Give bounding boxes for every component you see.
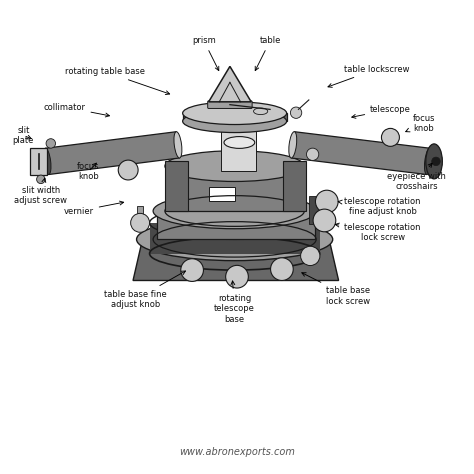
Text: telescope rotation
fine adjust knob: telescope rotation fine adjust knob	[338, 197, 421, 216]
Text: slit
plate: slit plate	[13, 126, 34, 145]
Ellipse shape	[182, 110, 287, 133]
Text: telescope: telescope	[352, 105, 411, 118]
Text: table lockscrew: table lockscrew	[328, 65, 409, 87]
Circle shape	[181, 259, 203, 282]
Text: telescope rotation
lock screw: telescope rotation lock screw	[335, 223, 421, 242]
Text: prism: prism	[192, 36, 219, 71]
Polygon shape	[133, 239, 338, 281]
Text: www.abronexports.com: www.abronexports.com	[179, 447, 295, 457]
Circle shape	[316, 190, 338, 213]
Circle shape	[226, 265, 248, 288]
Polygon shape	[221, 124, 256, 171]
Polygon shape	[168, 166, 303, 211]
Ellipse shape	[153, 193, 316, 229]
Ellipse shape	[254, 108, 268, 115]
Circle shape	[131, 213, 150, 232]
Ellipse shape	[224, 137, 255, 148]
Polygon shape	[46, 132, 180, 174]
Bar	[209, 187, 235, 201]
Circle shape	[36, 175, 45, 183]
Polygon shape	[182, 113, 287, 121]
Polygon shape	[291, 132, 430, 174]
Ellipse shape	[118, 160, 138, 180]
Polygon shape	[283, 161, 307, 211]
Polygon shape	[156, 211, 315, 239]
Text: table base
lock screw: table base lock screw	[302, 273, 370, 306]
Bar	[137, 206, 143, 223]
Text: eyepiece with
crosshairs: eyepiece with crosshairs	[387, 164, 446, 191]
Circle shape	[291, 107, 302, 118]
Text: table base fine
adjust knob: table base fine adjust knob	[104, 271, 185, 309]
Ellipse shape	[43, 148, 51, 174]
Polygon shape	[209, 66, 251, 102]
Text: table: table	[255, 36, 281, 71]
Ellipse shape	[165, 151, 304, 182]
Circle shape	[271, 258, 293, 281]
Text: rotating table base: rotating table base	[64, 67, 170, 94]
Circle shape	[301, 246, 320, 265]
Text: focus
knob: focus knob	[77, 162, 100, 182]
Ellipse shape	[174, 132, 182, 158]
FancyBboxPatch shape	[208, 101, 252, 109]
Ellipse shape	[424, 148, 432, 174]
Ellipse shape	[182, 102, 287, 125]
Ellipse shape	[426, 144, 442, 179]
Circle shape	[46, 139, 55, 148]
Ellipse shape	[289, 132, 297, 158]
Polygon shape	[164, 161, 188, 211]
Circle shape	[307, 148, 319, 160]
Text: slit width
adjust screw: slit width adjust screw	[14, 178, 67, 205]
Ellipse shape	[382, 128, 400, 146]
Circle shape	[313, 209, 336, 232]
Bar	[309, 196, 328, 224]
Text: focus
knob: focus knob	[406, 114, 435, 133]
Text: collimator: collimator	[44, 102, 109, 117]
Ellipse shape	[137, 218, 333, 261]
Text: vernier: vernier	[64, 201, 124, 216]
Text: rotating
telescope
base: rotating telescope base	[214, 281, 255, 324]
Polygon shape	[150, 223, 319, 254]
FancyBboxPatch shape	[30, 148, 46, 174]
Circle shape	[432, 157, 440, 165]
